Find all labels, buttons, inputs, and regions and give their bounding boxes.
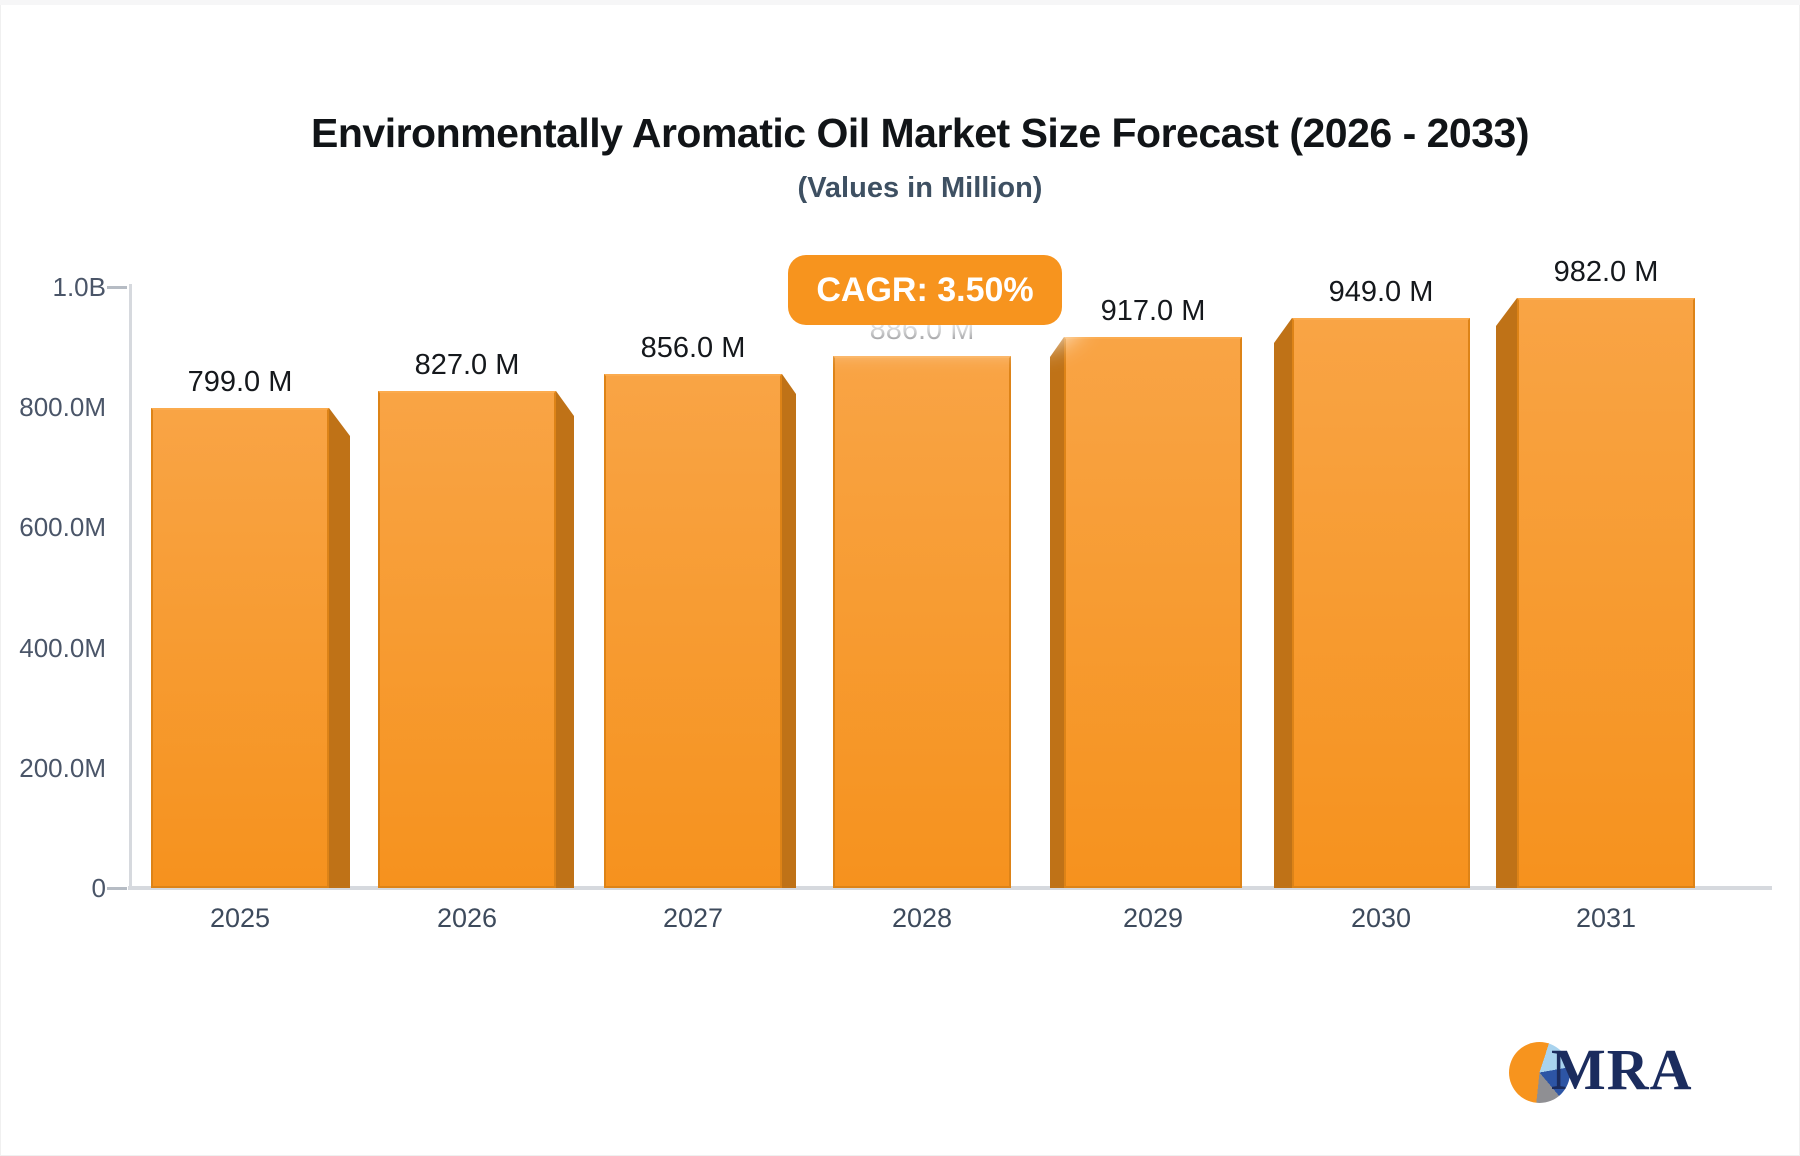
x-axis-label: 2025 bbox=[209, 903, 271, 933]
y-axis-tick-label: 1.0B bbox=[52, 272, 107, 302]
x-axis-label: 2026 bbox=[436, 903, 498, 933]
x-axis-baseline bbox=[128, 886, 1772, 890]
x-axis-label: 2027 bbox=[662, 903, 724, 933]
y-axis-tick-mark bbox=[107, 286, 127, 289]
bar bbox=[833, 356, 1011, 888]
y-axis-tick-label: 0 bbox=[91, 873, 106, 903]
bar bbox=[1064, 337, 1242, 888]
x-axis-label: 2030 bbox=[1350, 903, 1412, 933]
bar-3d-side bbox=[329, 408, 350, 888]
bar-3d-side bbox=[782, 374, 796, 888]
bar-3d-side bbox=[1050, 337, 1064, 888]
bar-value-label: 982.0 M bbox=[1553, 256, 1659, 288]
y-axis-tick-label: 600.0M bbox=[19, 512, 106, 543]
bar-3d-side bbox=[1496, 298, 1517, 888]
bar-3d-side bbox=[1274, 318, 1292, 888]
cagr-badge-label: CAGR: 3.50% bbox=[816, 270, 1034, 309]
bar-value-label: 917.0 M bbox=[1100, 295, 1206, 327]
bar-value-label: 949.0 M bbox=[1328, 276, 1434, 308]
y-axis-tick-label: 800.0M bbox=[19, 392, 106, 423]
bar bbox=[1517, 298, 1695, 888]
y-axis-tick-label: 400.0M bbox=[19, 632, 106, 663]
bar-value-label: 827.0 M bbox=[414, 349, 520, 381]
x-axis-label: 2031 bbox=[1575, 903, 1637, 933]
y-axis-tick-label: 200.0M bbox=[19, 752, 106, 783]
y-axis-line bbox=[129, 284, 132, 890]
logo-text: MRA bbox=[1551, 1037, 1693, 1102]
chart-title: Environmentally Aromatic Oil Market Size… bbox=[311, 110, 1529, 156]
bar-value-label: 799.0 M bbox=[187, 366, 293, 398]
bar bbox=[1292, 318, 1470, 888]
y-axis-tick-mark bbox=[107, 887, 127, 890]
brand-logo: MRA bbox=[1509, 1036, 1729, 1108]
chart-subtitle: (Values in Million) bbox=[797, 172, 1043, 204]
bar-value-label: 856.0 M bbox=[640, 332, 746, 364]
bar bbox=[604, 374, 782, 888]
x-axis-label: 2028 bbox=[891, 903, 953, 933]
bar-3d-side bbox=[556, 391, 574, 888]
x-axis-label: 2029 bbox=[1122, 903, 1184, 933]
bar bbox=[378, 391, 556, 888]
pie-chart-logo-icon bbox=[1509, 1042, 1570, 1103]
bar bbox=[151, 408, 329, 888]
cagr-badge: CAGR: 3.50% bbox=[788, 255, 1062, 325]
canvas-top-border bbox=[0, 0, 1800, 5]
